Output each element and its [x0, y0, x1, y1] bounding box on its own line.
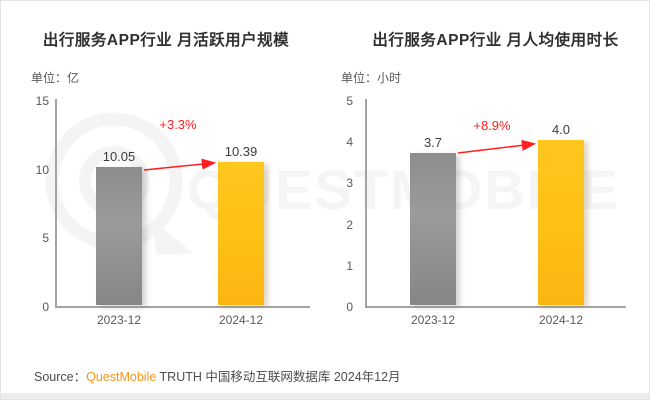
left-y-axis-line [55, 99, 57, 307]
right-growth-label: +8.9% [473, 118, 511, 133]
right-growth-arrow [457, 139, 537, 154]
right-bar-2024-12: 4.0 [538, 122, 584, 305]
right-x-category: 2023-12 [410, 313, 456, 327]
left-y-tick: 10 [35, 163, 49, 177]
source-brand: QuestMobile [86, 370, 157, 384]
source-prefix: Source： [34, 370, 87, 384]
source-line: Source：QuestMobile TRUTH 中国移动互联网数据库 2024… [34, 366, 401, 385]
right-y-tick: 1 [346, 259, 353, 273]
bar-previous-period [96, 167, 142, 305]
left-growth-label: +3.3% [159, 117, 197, 132]
bar-value-label: 3.7 [423, 135, 443, 150]
left-chart-unit-label: 单位：亿 [31, 71, 80, 85]
bar-current-period [218, 162, 264, 305]
left-x-category: 2023-12 [96, 313, 142, 327]
right-y-tick: 3 [346, 176, 353, 190]
right-chart-title: 出行服务APP行业 月人均使用时长 [372, 32, 619, 49]
left-bar-2024-12: 10.39 [218, 144, 264, 305]
left-bar-2023-12: 10.05 [96, 149, 142, 305]
left-x-axis-line [55, 306, 310, 308]
source-suffix: TRUTH 中国移动互联网数据库 2024年12月 [156, 370, 401, 384]
left-x-category: 2024-12 [218, 313, 264, 327]
right-y-axis-line [365, 99, 367, 307]
right-chart-unit-label: 单位：小时 [341, 71, 402, 85]
bar-current-period [538, 140, 584, 305]
right-x-axis-line [365, 306, 626, 308]
bar-value-label: 10.39 [224, 144, 258, 159]
right-y-tick: 2 [346, 218, 353, 232]
bar-previous-period [410, 153, 456, 305]
left-y-tick: 0 [42, 300, 49, 314]
right-y-tick: 4 [346, 135, 353, 149]
right-bar-2023-12: 3.7 [410, 135, 456, 305]
bottom-strip [1, 393, 649, 399]
left-chart-title: 出行服务APP行业 月活跃用户规模 [42, 32, 290, 49]
left-y-tick: 5 [42, 231, 49, 245]
bar-value-label: 4.0 [551, 122, 571, 137]
left-y-tick: 15 [35, 94, 49, 108]
right-y-tick: 0 [346, 300, 353, 314]
right-x-category: 2024-12 [538, 313, 584, 327]
right-y-tick: 5 [346, 94, 353, 108]
bar-value-label: 10.05 [102, 149, 136, 164]
left-growth-arrow [143, 158, 217, 171]
